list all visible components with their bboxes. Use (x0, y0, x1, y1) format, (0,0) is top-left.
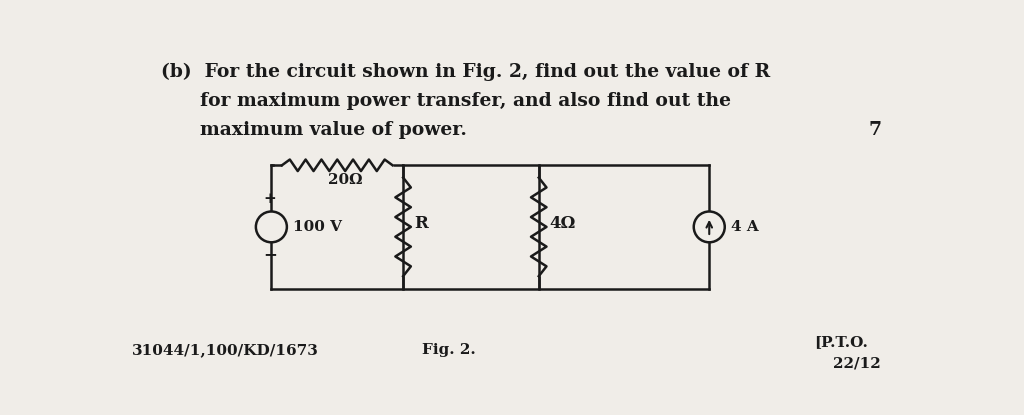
Text: 4Ω: 4Ω (550, 215, 575, 232)
Circle shape (693, 212, 725, 242)
Text: 31044/1,100/KD/1673: 31044/1,100/KD/1673 (132, 343, 318, 357)
Text: Fig. 2.: Fig. 2. (423, 343, 476, 357)
Text: −: − (263, 246, 276, 263)
Text: (b)  For the circuit shown in Fig. 2, find out the value of R: (b) For the circuit shown in Fig. 2, fin… (161, 63, 770, 81)
Text: maximum value of power.: maximum value of power. (161, 122, 466, 139)
Text: R: R (414, 215, 428, 232)
Text: +: + (263, 192, 276, 206)
Text: 20Ω: 20Ω (328, 173, 362, 187)
Text: 100 V: 100 V (293, 220, 342, 234)
Text: 22/12: 22/12 (834, 356, 881, 370)
Text: 7: 7 (868, 122, 881, 139)
Circle shape (256, 212, 287, 242)
Text: 4 A: 4 A (731, 220, 759, 234)
Text: for maximum power transfer, and also find out the: for maximum power transfer, and also fin… (161, 92, 730, 110)
Text: [P.T.O.: [P.T.O. (814, 335, 867, 349)
